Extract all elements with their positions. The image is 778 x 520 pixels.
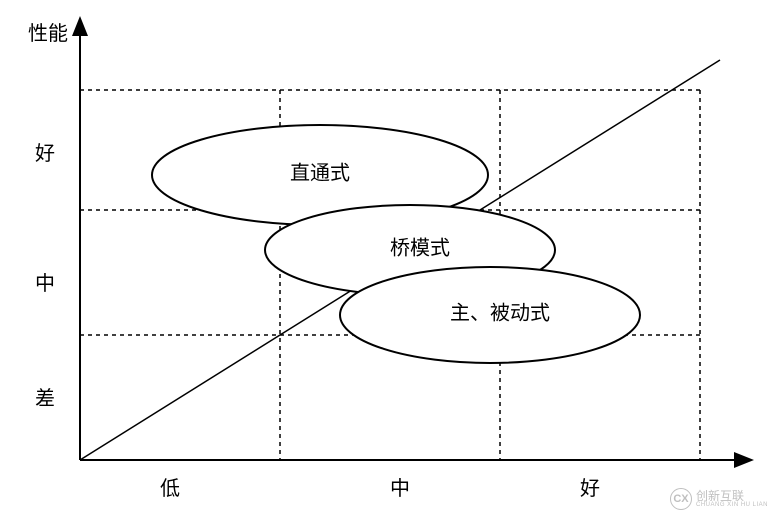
x-tick-label: 好 xyxy=(580,477,600,500)
watermark-logo-icon: CX xyxy=(670,488,692,510)
x-axis-labels: 低中好 xyxy=(160,477,600,500)
y-axis-labels: 好中差 xyxy=(35,142,55,410)
watermark-en: CHUANG XIN HU LIAN xyxy=(696,502,768,508)
ellipse-label-bridge: 桥模式 xyxy=(390,237,450,260)
ellipse-label-passthrough: 直通式 xyxy=(290,162,350,185)
ellipse-group: 直通式桥模式主、被动式 xyxy=(152,125,640,363)
y-axis-title: 性能 xyxy=(28,22,68,45)
y-tick-label: 好 xyxy=(35,142,55,165)
x-tick-label: 低 xyxy=(160,477,180,500)
x-tick-label: 中 xyxy=(390,477,410,500)
ellipse-label-active-passive: 主、被动式 xyxy=(450,302,550,325)
y-tick-label: 差 xyxy=(35,387,55,410)
watermark: CX 创新互联 CHUANG XIN HU LIAN xyxy=(670,488,768,510)
performance-diagram: 直通式桥模式主、被动式 性能 低中好 好中差 xyxy=(0,0,778,520)
watermark-cn: 创新互联 xyxy=(696,490,768,502)
y-tick-label: 中 xyxy=(35,272,55,295)
